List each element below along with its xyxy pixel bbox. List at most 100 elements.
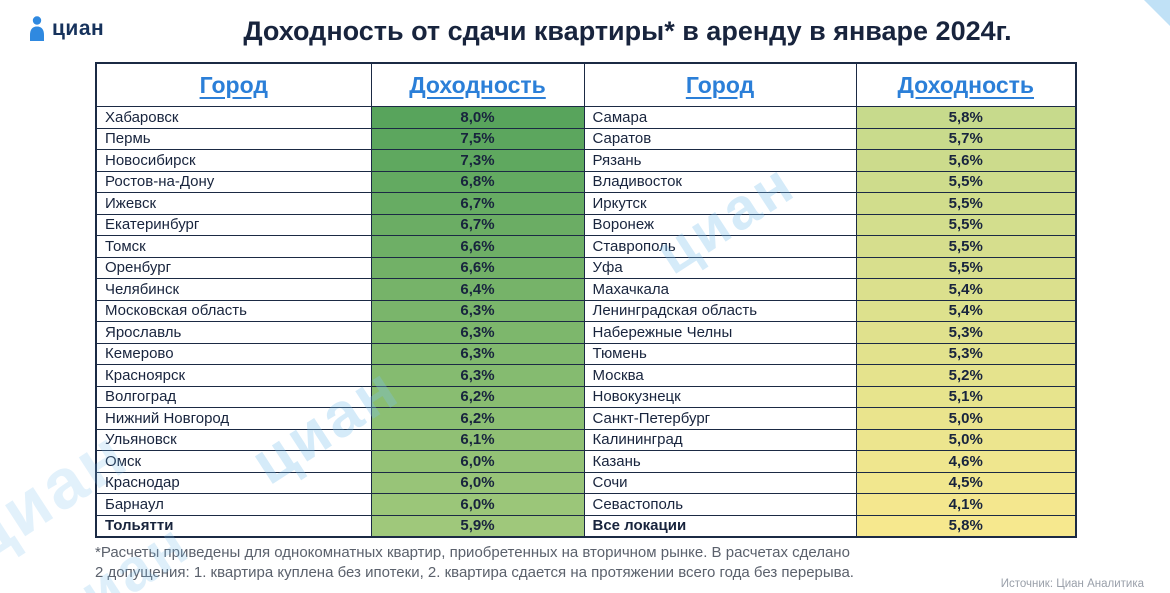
city-cell: Ижевск xyxy=(95,192,372,215)
city-cell: Пермь xyxy=(95,127,372,150)
table-body: Хабаровск 8,0% Самара 5,8% Пермь 7,5% Саратов 5… xyxy=(95,106,1077,538)
yield-cell: 4,6% xyxy=(855,450,1077,473)
city-cell: Иркутск xyxy=(583,192,857,215)
column-header-city-right: Город xyxy=(583,62,857,107)
city-cell: Саратов xyxy=(583,127,857,150)
city-cell: Все локации xyxy=(583,514,857,538)
city-cell: Рязань xyxy=(583,149,857,172)
table-row: Кемерово 6,3% Тюмень 5,3% xyxy=(95,342,1077,365)
yield-cell: 4,5% xyxy=(855,471,1077,494)
footnote-line-2: 2 допущения: 1. квартира куплена без ипо… xyxy=(95,563,854,581)
city-cell: Сочи xyxy=(583,471,857,494)
city-cell: Уфа xyxy=(583,256,857,279)
yield-cell: 6,8% xyxy=(370,170,585,193)
table-row: Краснодар 6,0% Сочи 4,5% xyxy=(95,471,1077,494)
table-row: Ростов-на-Дону 6,8% Владивосток 5,5% xyxy=(95,170,1077,193)
yield-cell: 7,5% xyxy=(370,127,585,150)
city-cell: Ульяновск xyxy=(95,428,372,451)
yield-cell: 5,5% xyxy=(855,256,1077,279)
city-cell: Ярославль xyxy=(95,321,372,344)
yield-cell: 6,4% xyxy=(370,278,585,301)
yield-cell: 5,7% xyxy=(855,127,1077,150)
table-row: Волгоград 6,2% Новокузнецк 5,1% xyxy=(95,385,1077,408)
city-cell: Омск xyxy=(95,450,372,473)
source-caption: Источник: Циан Аналитика xyxy=(1000,578,1144,590)
city-cell: Московская область xyxy=(95,299,372,322)
yield-cell: 5,6% xyxy=(855,149,1077,172)
cian-logo: циан xyxy=(28,16,104,42)
city-cell: Томск xyxy=(95,235,372,258)
yield-cell: 5,0% xyxy=(855,428,1077,451)
city-cell: Новокузнецк xyxy=(583,385,857,408)
yield-cell: 6,7% xyxy=(370,213,585,236)
column-header-city-left: Город xyxy=(95,62,372,107)
city-cell: Краснодар xyxy=(95,471,372,494)
table-row: Омск 6,0% Казань 4,6% xyxy=(95,450,1077,473)
table-row: Томск 6,6% Ставрополь 5,5% xyxy=(95,235,1077,258)
table-row: Барнаул 6,0% Севастополь 4,1% xyxy=(95,493,1077,516)
table-row: Ижевск 6,7% Иркутск 5,5% xyxy=(95,192,1077,215)
footnote: *Расчеты приведены для однокомнатных ква… xyxy=(95,543,854,582)
city-cell: Нижний Новгород xyxy=(95,407,372,430)
yield-cell: 5,3% xyxy=(855,321,1077,344)
yield-cell: 7,3% xyxy=(370,149,585,172)
yield-cell: 5,3% xyxy=(855,342,1077,365)
yield-cell: 6,0% xyxy=(370,493,585,516)
table-row: Пермь 7,5% Саратов 5,7% xyxy=(95,127,1077,150)
yield-cell: 5,4% xyxy=(855,278,1077,301)
footnote-line-1: *Расчеты приведены для однокомнатных ква… xyxy=(95,544,850,561)
table-row: Красноярск 6,3% Москва 5,2% xyxy=(95,364,1077,387)
city-cell: Тольятти xyxy=(95,514,372,538)
corner-decoration xyxy=(1144,0,1170,26)
table-header: Город Доходность Город Доходность xyxy=(95,62,1077,107)
table-row: Ульяновск 6,1% Калининград 5,0% xyxy=(95,428,1077,451)
city-cell: Тюмень xyxy=(583,342,857,365)
city-cell: Севастополь xyxy=(583,493,857,516)
cian-person-icon xyxy=(30,16,44,41)
yield-cell: 5,8% xyxy=(855,514,1077,538)
yield-cell: 6,2% xyxy=(370,385,585,408)
city-cell: Казань xyxy=(583,450,857,473)
yield-cell: 6,3% xyxy=(370,364,585,387)
yield-cell: 6,3% xyxy=(370,321,585,344)
yield-cell: 6,6% xyxy=(370,256,585,279)
city-cell: Екатеринбург xyxy=(95,213,372,236)
yield-table: Город Доходность Город Доходность Хабаро… xyxy=(95,62,1077,538)
city-cell: Красноярск xyxy=(95,364,372,387)
yield-cell: 5,5% xyxy=(855,235,1077,258)
yield-cell: 4,1% xyxy=(855,493,1077,516)
city-cell: Воронеж xyxy=(583,213,857,236)
city-cell: Кемерово xyxy=(95,342,372,365)
yield-cell: 6,3% xyxy=(370,342,585,365)
table-row: Екатеринбург 6,7% Воронеж 5,5% xyxy=(95,213,1077,236)
yield-cell: 5,2% xyxy=(855,364,1077,387)
city-cell: Калининград xyxy=(583,428,857,451)
yield-cell: 5,0% xyxy=(855,407,1077,430)
yield-cell: 5,1% xyxy=(855,385,1077,408)
table-row: Московская область 6,3% Ленинградская обла… xyxy=(95,299,1077,322)
city-cell: Ленинградская область xyxy=(583,299,857,322)
yield-cell: 6,0% xyxy=(370,471,585,494)
city-cell: Волгоград xyxy=(95,385,372,408)
yield-cell: 6,6% xyxy=(370,235,585,258)
yield-cell: 6,0% xyxy=(370,450,585,473)
city-cell: Новосибирск xyxy=(95,149,372,172)
yield-cell: 6,1% xyxy=(370,428,585,451)
city-cell: Москва xyxy=(583,364,857,387)
table-row: Челябинск 6,4% Махачкала 5,4% xyxy=(95,278,1077,301)
city-cell: Хабаровск xyxy=(95,106,372,129)
city-cell: Санкт-Петербург xyxy=(583,407,857,430)
page-title: Доходность от сдачи квартиры* в аренду в… xyxy=(243,16,1012,46)
city-cell: Челябинск xyxy=(95,278,372,301)
city-cell: Оренбург xyxy=(95,256,372,279)
city-cell: Ставрополь xyxy=(583,235,857,258)
yield-cell: 6,7% xyxy=(370,192,585,215)
yield-cell: 5,5% xyxy=(855,213,1077,236)
logo-text: циан xyxy=(52,17,105,40)
column-header-yield-right: Доходность xyxy=(855,62,1077,107)
yield-cell: 6,3% xyxy=(370,299,585,322)
yield-cell: 5,8% xyxy=(855,106,1077,129)
table-row: Тольятти 5,9% Все локации 5,8% xyxy=(95,514,1077,538)
city-cell: Самара xyxy=(583,106,857,129)
